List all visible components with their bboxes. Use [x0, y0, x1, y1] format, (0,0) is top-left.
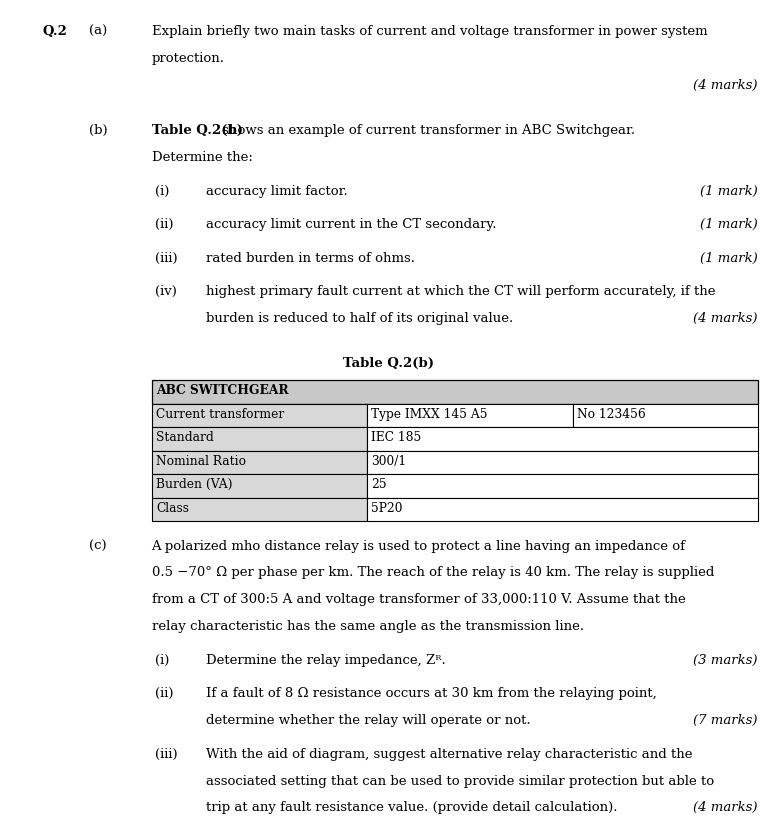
Text: 0.5 −70° Ω per phase per km. The reach of the relay is 40 km. The relay is suppl: 0.5 −70° Ω per phase per km. The reach o… [152, 566, 714, 580]
Text: (1 mark): (1 mark) [700, 252, 758, 264]
Text: IEC 185: IEC 185 [371, 431, 422, 445]
Text: trip at any fault resistance value. (provide detail calculation).: trip at any fault resistance value. (pro… [206, 801, 618, 815]
Text: If a fault of 8 Ω resistance occurs at 30 km from the relaying point,: If a fault of 8 Ω resistance occurs at 3… [206, 687, 657, 701]
Bar [367, 404, 573, 427]
Text: associated setting that can be used to provide similar protection but able to: associated setting that can be used to p… [206, 774, 714, 788]
Text: 25: 25 [371, 478, 387, 492]
Bar [573, 404, 758, 427]
Text: Class: Class [156, 502, 189, 515]
Text: (1 mark): (1 mark) [700, 218, 758, 231]
Text: Nominal Ratio: Nominal Ratio [156, 455, 246, 468]
Bar [152, 498, 367, 521]
Text: (4 marks): (4 marks) [693, 801, 758, 815]
Bar [367, 451, 758, 474]
Bar [367, 427, 758, 451]
Bar [152, 451, 367, 474]
Text: ABC SWITCHGEAR: ABC SWITCHGEAR [156, 384, 289, 398]
Text: Burden (VA): Burden (VA) [156, 478, 232, 492]
Text: Table Q.2(b): Table Q.2(b) [152, 124, 242, 137]
Bar [152, 380, 758, 404]
Text: (3 marks): (3 marks) [693, 654, 758, 667]
Bar [367, 498, 758, 521]
Text: (i): (i) [155, 185, 170, 197]
Bar [152, 404, 367, 427]
Text: accuracy limit current in the CT secondary.: accuracy limit current in the CT seconda… [206, 218, 497, 231]
Text: from a CT of 300:5 A and voltage transformer of 33,000:110 V. Assume that the: from a CT of 300:5 A and voltage transfo… [152, 593, 685, 607]
Text: protection.: protection. [152, 52, 225, 65]
Text: accuracy limit factor.: accuracy limit factor. [206, 185, 347, 197]
Text: 5P20: 5P20 [371, 502, 402, 515]
Text: (b): (b) [89, 124, 108, 137]
Text: (c): (c) [89, 539, 107, 553]
Text: Q.2: Q.2 [43, 25, 68, 38]
Bar [152, 427, 367, 451]
Text: Standard: Standard [156, 431, 214, 445]
Text: Type IMXX 145 A5: Type IMXX 145 A5 [371, 408, 488, 421]
Text: No 123456: No 123456 [577, 408, 646, 421]
Text: highest primary fault current at which the CT will perform accurately, if the: highest primary fault current at which t… [206, 285, 716, 298]
Bar [367, 474, 758, 498]
Text: (iv): (iv) [155, 285, 177, 298]
Text: (i): (i) [155, 654, 170, 667]
Text: determine whether the relay will operate or not.: determine whether the relay will operate… [206, 714, 531, 727]
Text: 300/1: 300/1 [371, 455, 406, 468]
Text: With the aid of diagram, suggest alternative relay characteristic and the: With the aid of diagram, suggest alterna… [206, 748, 692, 761]
Text: (7 marks): (7 marks) [693, 714, 758, 727]
Text: rated burden in terms of ohms.: rated burden in terms of ohms. [206, 252, 415, 264]
Text: A polarized mho distance relay is used to protect a line having an impedance of: A polarized mho distance relay is used t… [152, 539, 685, 553]
Text: (a): (a) [89, 25, 107, 38]
Text: burden is reduced to half of its original value.: burden is reduced to half of its origina… [206, 312, 513, 325]
Text: Current transformer: Current transformer [156, 408, 284, 421]
Text: (ii): (ii) [155, 218, 174, 231]
Text: (iii): (iii) [155, 252, 178, 264]
Text: relay characteristic has the same angle as the transmission line.: relay characteristic has the same angle … [152, 620, 584, 633]
Text: (4 marks): (4 marks) [693, 312, 758, 325]
Text: (4 marks): (4 marks) [693, 79, 758, 91]
Text: (1 mark): (1 mark) [700, 185, 758, 197]
Text: Explain briefly two main tasks of current and voltage transformer in power syste: Explain briefly two main tasks of curren… [152, 25, 707, 38]
Text: Table Q.2(b): Table Q.2(b) [343, 357, 434, 370]
Text: shows an example of current transformer in ABC Switchgear.: shows an example of current transformer … [218, 124, 636, 137]
Text: (ii): (ii) [155, 687, 174, 701]
Text: Determine the:: Determine the: [152, 151, 253, 164]
Text: (iii): (iii) [155, 748, 178, 761]
Text: Determine the relay impedance, Zᴿ.: Determine the relay impedance, Zᴿ. [206, 654, 446, 667]
Bar [152, 474, 367, 498]
